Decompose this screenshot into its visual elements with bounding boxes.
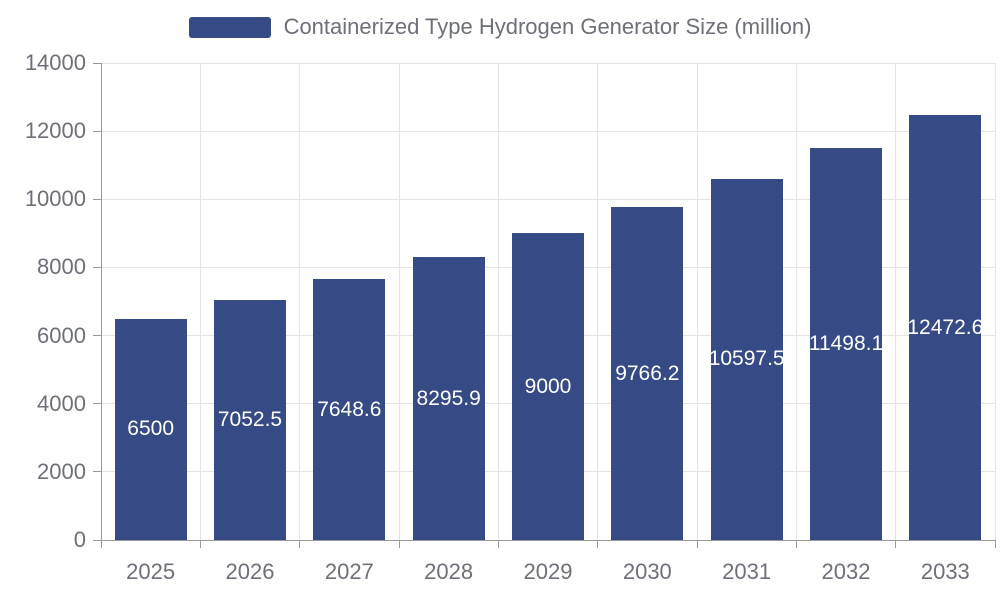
x-axis-label: 2030 bbox=[622, 559, 672, 584]
bar[interactable]: 9766.2 bbox=[611, 207, 684, 540]
bar-value-label: 12472.6 bbox=[909, 315, 982, 339]
x-axis-tick bbox=[895, 540, 897, 548]
x-axis-tick bbox=[696, 540, 698, 548]
bar-value-label: 6500 bbox=[127, 417, 175, 441]
x-gridline bbox=[199, 63, 201, 540]
bar-value-label: 7052.5 bbox=[217, 407, 283, 431]
y-axis-label: 10000 bbox=[24, 186, 86, 212]
y-axis-label: 6000 bbox=[37, 322, 86, 348]
x-gridline bbox=[895, 63, 897, 540]
x-gridline bbox=[497, 63, 499, 540]
x-axis-tick bbox=[398, 540, 400, 548]
y-gridline bbox=[101, 130, 995, 132]
y-axis-tick bbox=[93, 266, 101, 268]
y-axis-label: 8000 bbox=[37, 254, 86, 280]
y-axis-tick bbox=[93, 62, 101, 64]
bar-value-label: 11498.1 bbox=[810, 332, 882, 356]
bar-value-label: 9000 bbox=[524, 374, 572, 398]
bar-value-label: 8295.9 bbox=[416, 386, 481, 410]
bar[interactable]: 6500 bbox=[114, 318, 187, 540]
x-gridline bbox=[299, 63, 301, 540]
legend-label: Containerized Type Hydrogen Generator Si… bbox=[283, 14, 812, 39]
x-axis-tick bbox=[597, 540, 599, 548]
x-axis-line bbox=[93, 540, 995, 541]
legend-swatch bbox=[188, 16, 271, 38]
y-gridline bbox=[101, 198, 995, 200]
y-axis-tick bbox=[93, 130, 101, 132]
bar[interactable]: 11498.1 bbox=[810, 148, 882, 540]
bar-value-label: 7648.6 bbox=[317, 397, 382, 421]
y-gridline bbox=[101, 62, 995, 64]
x-gridline bbox=[795, 63, 797, 540]
x-gridline bbox=[398, 63, 400, 540]
x-axis-tick bbox=[497, 540, 499, 548]
y-axis-label: 0 bbox=[73, 527, 86, 552]
x-gridline bbox=[597, 63, 599, 540]
x-gridline bbox=[696, 63, 698, 540]
x-axis-label: 2033 bbox=[920, 559, 970, 584]
x-gridline bbox=[994, 63, 996, 540]
y-axis-label: 14000 bbox=[24, 50, 86, 75]
bar[interactable]: 9000 bbox=[512, 233, 584, 540]
x-axis-label: 2032 bbox=[821, 559, 871, 584]
bar[interactable]: 12472.6 bbox=[909, 115, 982, 540]
x-axis-label: 2027 bbox=[324, 559, 374, 584]
x-axis-label: 2026 bbox=[225, 559, 275, 584]
x-axis-label: 2031 bbox=[722, 559, 772, 584]
y-axis-label: 2000 bbox=[37, 458, 86, 484]
y-axis-tick bbox=[93, 198, 101, 200]
legend-item[interactable]: Containerized Type Hydrogen Generator Si… bbox=[0, 14, 1000, 40]
y-axis-tick bbox=[93, 471, 101, 473]
y-axis-tick bbox=[93, 403, 101, 405]
bar[interactable]: 7648.6 bbox=[313, 279, 386, 540]
x-axis-tick bbox=[100, 540, 102, 548]
bar-value-label: 9766.2 bbox=[615, 361, 680, 385]
bar[interactable]: 10597.5 bbox=[710, 178, 783, 540]
bar[interactable]: 8295.9 bbox=[412, 257, 485, 540]
x-axis-label: 2025 bbox=[126, 559, 176, 584]
x-axis-tick bbox=[299, 540, 301, 548]
x-axis-tick bbox=[199, 540, 201, 548]
bar[interactable]: 7052.5 bbox=[214, 299, 286, 540]
y-axis-line bbox=[101, 63, 102, 548]
x-axis-label: 2029 bbox=[523, 559, 573, 584]
bar-value-label: 10597.5 bbox=[710, 347, 783, 371]
x-axis-label: 2028 bbox=[424, 559, 474, 584]
y-axis-label: 12000 bbox=[24, 118, 86, 144]
y-axis-label: 4000 bbox=[37, 390, 86, 416]
y-axis-tick bbox=[93, 335, 101, 337]
x-axis-tick bbox=[795, 540, 797, 548]
x-axis-tick bbox=[994, 540, 996, 548]
